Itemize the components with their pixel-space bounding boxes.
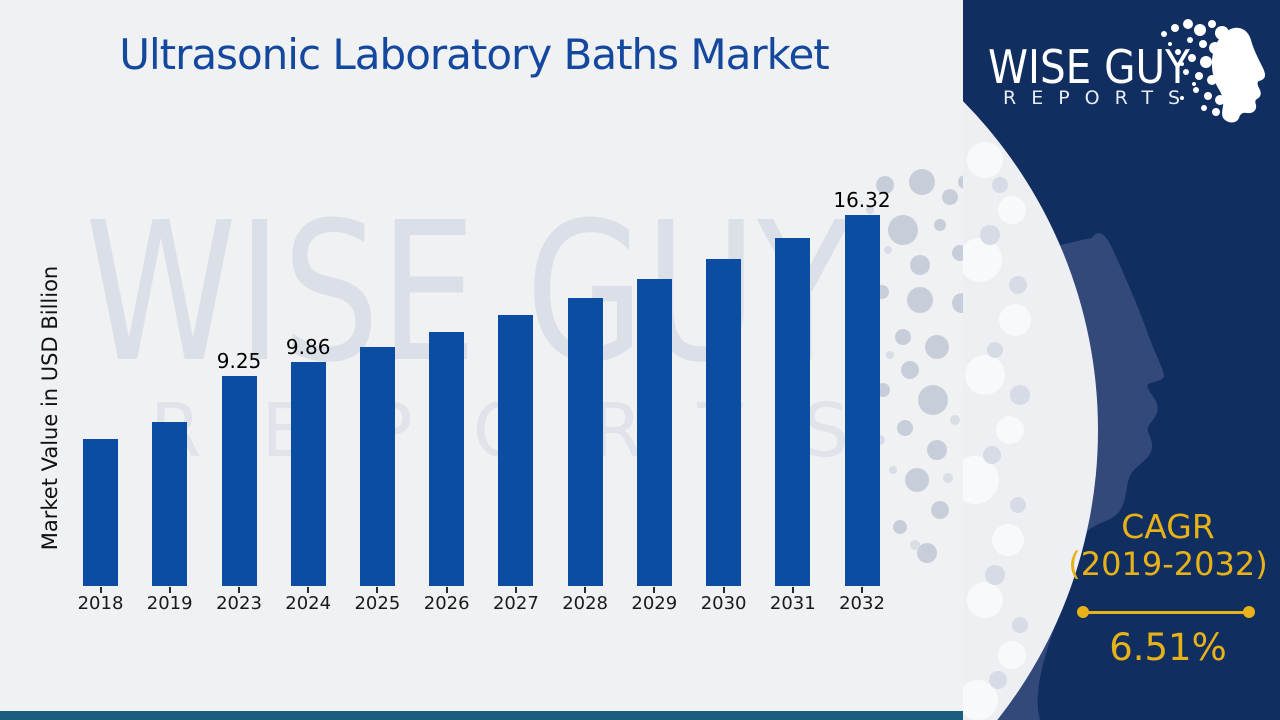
x-tick-2019 [168,587,171,593]
x-tick-2023 [238,587,240,593]
bar-2026 [429,332,465,586]
bubble-dot-field-icon [866,169,972,563]
bar-2025 [359,347,395,586]
x-tick-label-2018: 2018 [77,593,124,614]
logo-face-icon [1161,19,1266,123]
x-tick-2029 [653,587,656,593]
logo-wordmark: WISE GUY [988,40,1190,94]
cagr-underline-dot-right [1243,606,1255,618]
bar-2018 [83,439,118,586]
bottom-accent-strip [0,711,963,720]
bar-2019 [152,422,188,586]
value-label-2024: 9.86 [285,335,331,359]
x-tick-2032 [861,587,863,593]
x-tick-2024 [307,587,310,593]
logo-subtitle: REPORTS [1003,87,1196,109]
cagr-block: CAGR (2019-2032) [1056,508,1280,583]
chart-title: Ultrasonic Laboratory Baths Market [119,30,830,79]
bubble-face-icon [963,101,1098,720]
x-tick-2028 [584,587,587,593]
value-label-2023: 9.25 [216,349,262,373]
x-tick-2025 [376,587,379,593]
cagr-underline [1083,611,1249,614]
cagr-label: CAGR [1121,507,1215,546]
x-tick-label-2027: 2027 [492,593,539,614]
bar-2027 [498,315,534,586]
x-tick-label-2030: 2030 [700,593,747,614]
x-tick-label-2023: 2023 [216,593,262,614]
bar-2030 [706,259,742,586]
cagr-value: 6.51% [1109,626,1227,669]
cagr-range: (2019-2032) [1068,544,1268,583]
x-tick-label-2032: 2032 [839,593,885,614]
x-tick-label-2019: 2019 [146,593,193,614]
bar-2024 [290,362,326,586]
x-tick-2031 [791,587,794,593]
x-tick-label-2025: 2025 [354,593,401,614]
bar-2028 [567,298,603,586]
x-tick-2027 [514,587,517,593]
bar-2023 [221,376,257,586]
x-tick-2030 [722,587,725,593]
bar-2032 [844,215,880,586]
value-label-2032: 16.32 [833,188,891,212]
x-tick-2026 [445,587,448,593]
x-tick-label-2029: 2029 [631,593,678,614]
x-tick-label-2028: 2028 [562,593,608,614]
bar-2029 [636,279,672,586]
x-tick-label-2031: 2031 [769,593,816,614]
y-axis-label: Market Value in USD Billion [38,265,62,551]
x-tick-label-2026: 2026 [423,593,470,614]
bar-2031 [775,238,811,586]
x-tick-label-2024: 2024 [285,593,332,614]
x-tick-2018 [99,587,102,593]
